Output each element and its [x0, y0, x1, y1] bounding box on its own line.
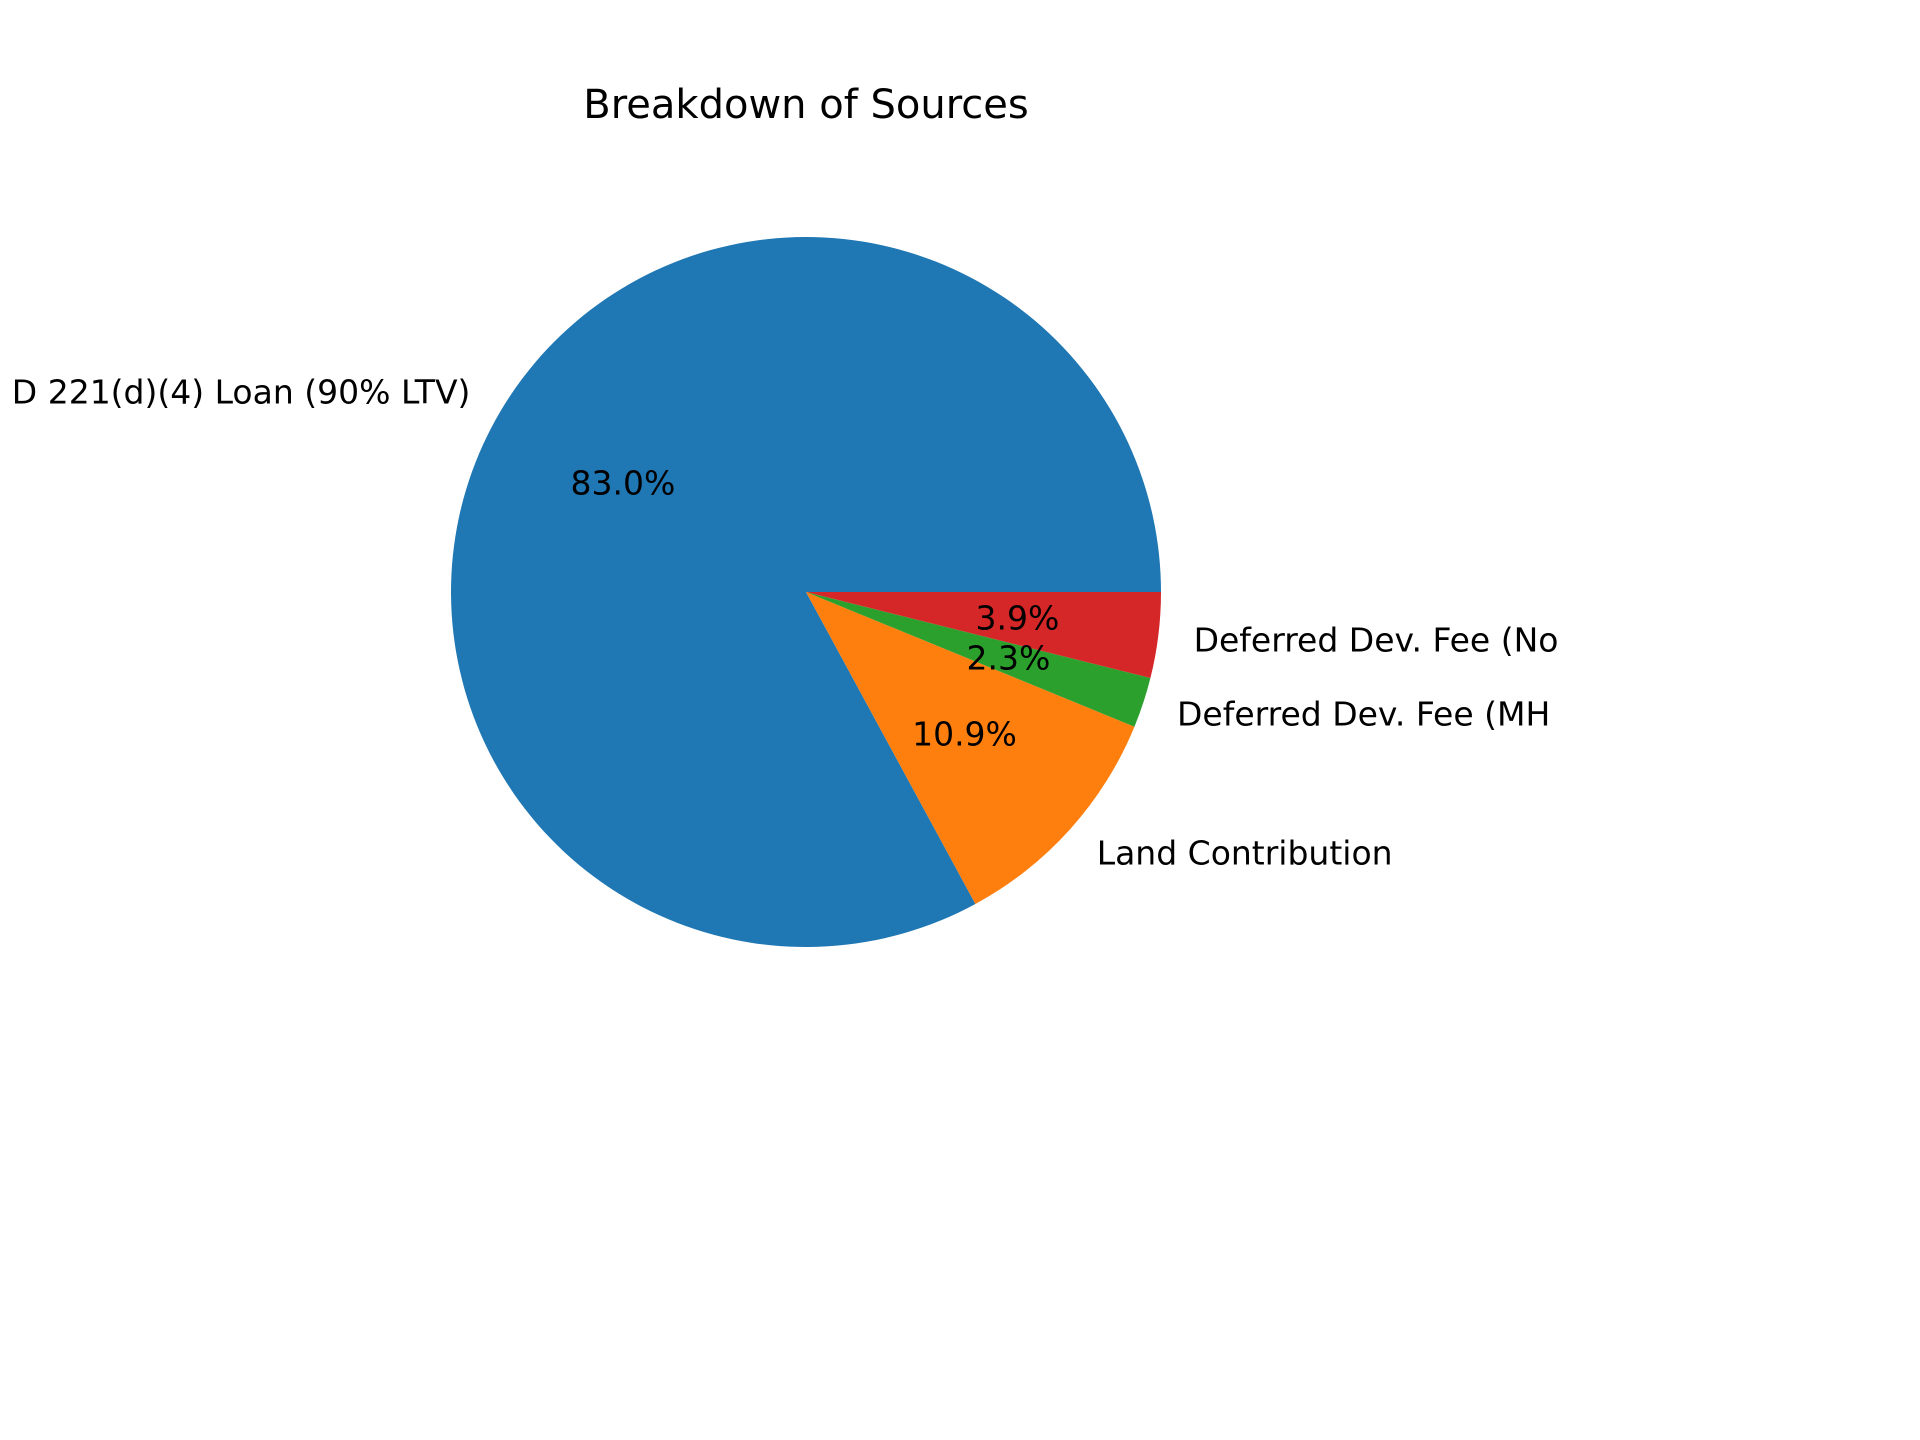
- chart-title: Breakdown of Sources: [583, 82, 1029, 128]
- slice-label-dev-fee-no: Deferred Dev. Fee (No: [1193, 620, 1559, 660]
- slice-label-dev-fee-mh: Deferred Dev. Fee (MH: [1177, 694, 1551, 734]
- slice-label-land: Land Contribution: [1096, 833, 1393, 873]
- pct-label-land: 10.9%: [912, 714, 1017, 754]
- pct-label-dev-fee-mh: 2.3%: [966, 638, 1051, 678]
- pie-slice-2: [806, 592, 1151, 727]
- pct-label-hud-loan: 83.0%: [570, 463, 676, 503]
- slice-label-hud-loan: D 221(d)(4) Loan (90% LTV): [11, 372, 471, 412]
- pct-label-dev-fee-no: 3.9%: [975, 598, 1060, 638]
- pie-slice-3: [806, 592, 1161, 679]
- pie-slice-0: [451, 237, 1162, 948]
- pie-slice-1: [806, 592, 1135, 904]
